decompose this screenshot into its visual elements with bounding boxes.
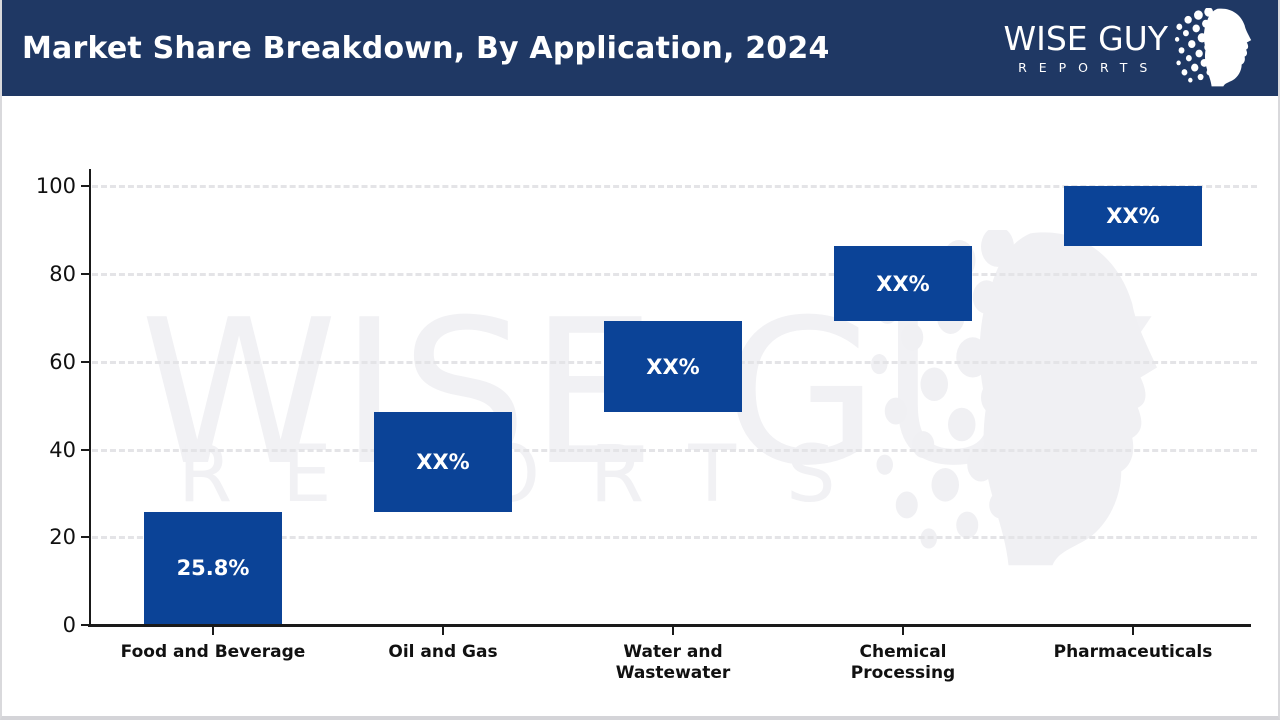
bar-value-label: XX% [876,271,930,296]
gridline [92,185,1257,189]
y-tick [81,185,90,188]
bar-value-label: XX% [1106,204,1160,229]
category-label: Food and Beverage [120,642,306,662]
x-tick [212,627,214,635]
wise-guy-logo: WISE GUY REPORTS [1003,8,1260,88]
x-tick [672,627,674,635]
y-tick [81,624,90,626]
logo-head-icon [1174,8,1252,87]
y-tick-label: 40 [49,437,76,462]
logo-text: WISE GUY REPORTS [1003,22,1168,75]
category-label: Chemical Processing [850,642,956,683]
gridline [92,536,1257,540]
waterfall-chart: WISE GUY REPORTS 02040608010025.8%XX%XX%… [2,96,1280,716]
y-tick-label: 80 [49,262,76,287]
bar-segment: XX% [834,246,972,322]
x-tick [442,627,444,635]
x-tick [902,627,904,635]
page-title: Market Share Breakdown, By Application, … [22,30,830,66]
logo-subtitle: REPORTS [1018,59,1160,75]
bar-segment: XX% [1064,186,1202,247]
y-axis-line [89,169,91,627]
header-bar: Market Share Breakdown, By Application, … [2,0,1278,96]
gridline [92,448,1257,452]
bar-segment: XX% [374,411,512,512]
y-tick [81,273,90,276]
y-tick-label: 60 [49,349,76,374]
bar-segment: 25.8% [144,511,282,625]
x-tick [1132,627,1134,635]
y-tick [81,536,90,539]
y-tick [81,360,90,363]
y-tick-label: 20 [49,525,76,550]
y-tick-label: 0 [62,613,76,637]
bar-value-label: XX% [646,354,700,379]
category-label: Pharmaceuticals [1053,642,1213,662]
y-tick [81,448,90,451]
logo-wordmark: WISE GUY [1003,18,1168,58]
category-label: Oil and Gas [388,642,498,662]
bar-value-label: XX% [416,449,470,474]
bar-value-label: 25.8% [176,556,250,581]
gridline [92,273,1257,277]
category-label: Water and Wastewater [615,642,731,683]
y-tick-label: 100 [35,174,76,199]
x-axis-line [88,624,1251,627]
bar-segment: XX% [604,321,742,412]
